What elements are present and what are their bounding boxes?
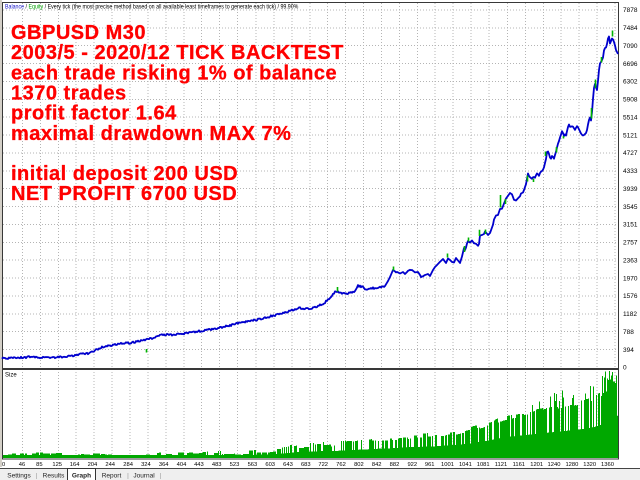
svg-text:762: 762 <box>336 462 346 468</box>
svg-text:364: 364 <box>159 462 169 468</box>
svg-text:1001: 1001 <box>441 462 454 468</box>
svg-text:563: 563 <box>248 462 258 468</box>
svg-text:Settings: Settings <box>7 472 31 479</box>
svg-text:164: 164 <box>70 462 80 468</box>
svg-text:5121: 5121 <box>623 132 638 139</box>
svg-text:1182: 1182 <box>623 311 637 318</box>
svg-text:1121: 1121 <box>495 462 507 468</box>
svg-text:1360: 1360 <box>601 462 614 468</box>
svg-text:922: 922 <box>407 462 417 468</box>
svg-text:Report: Report <box>102 472 122 479</box>
svg-text:Results: Results <box>43 472 65 479</box>
svg-text:404: 404 <box>177 462 187 468</box>
svg-text:394: 394 <box>623 347 634 354</box>
svg-text:|: | <box>160 472 162 479</box>
svg-text:3545: 3545 <box>623 204 638 211</box>
svg-text:961: 961 <box>425 462 435 468</box>
svg-text:Journal: Journal <box>133 472 155 479</box>
svg-text:|: | <box>127 472 129 479</box>
svg-text:7090: 7090 <box>623 43 638 50</box>
svg-text:4333: 4333 <box>623 168 638 175</box>
svg-text:85: 85 <box>36 462 42 468</box>
svg-text:4727: 4727 <box>623 150 638 157</box>
svg-text:324: 324 <box>141 462 151 468</box>
svg-text:802: 802 <box>354 462 364 468</box>
svg-text:NET PROFIT 6700 USD: NET PROFIT 6700 USD <box>11 183 237 205</box>
svg-text:1240: 1240 <box>548 462 561 468</box>
svg-text:1161: 1161 <box>513 462 525 468</box>
svg-text:284: 284 <box>123 462 133 468</box>
svg-text:882: 882 <box>390 462 400 468</box>
svg-text:204: 204 <box>88 462 98 468</box>
svg-text:1201: 1201 <box>530 462 543 468</box>
svg-text:722: 722 <box>318 462 328 468</box>
svg-text:7484: 7484 <box>623 25 638 32</box>
svg-text:GBPUSD M30: GBPUSD M30 <box>11 22 146 44</box>
svg-text:1081: 1081 <box>477 462 490 468</box>
svg-text:6302: 6302 <box>623 79 638 86</box>
svg-text:523: 523 <box>230 462 240 468</box>
svg-text:643: 643 <box>283 462 293 468</box>
svg-text:3151: 3151 <box>623 222 638 229</box>
svg-text:125: 125 <box>52 462 62 468</box>
svg-text:244: 244 <box>105 462 115 468</box>
svg-text:683: 683 <box>301 462 311 468</box>
svg-text:Balance / Equity / Every tick: Balance / Equity / Every tick (the most … <box>5 4 299 11</box>
svg-text:0: 0 <box>2 462 5 468</box>
svg-text:initial deposit 200 USD: initial deposit 200 USD <box>11 163 238 185</box>
svg-text:1370 trades: 1370 trades <box>11 82 127 104</box>
svg-text:6696: 6696 <box>623 61 638 68</box>
svg-text:maximal drawdown MAX 7%: maximal drawdown MAX 7% <box>11 123 291 145</box>
svg-text:2363: 2363 <box>623 257 638 264</box>
svg-text:|: | <box>36 472 38 479</box>
svg-text:each trade risking 1% of balan: each trade risking 1% of balance <box>11 62 337 84</box>
svg-text:7878: 7878 <box>623 7 638 14</box>
svg-text:1576: 1576 <box>623 293 638 300</box>
svg-text:1041: 1041 <box>459 462 472 468</box>
svg-text:Graph: Graph <box>72 472 91 479</box>
svg-text:2757: 2757 <box>623 240 638 247</box>
svg-text:1970: 1970 <box>623 275 638 282</box>
svg-text:483: 483 <box>212 462 222 468</box>
svg-text:1280: 1280 <box>565 462 578 468</box>
svg-text:Size: Size <box>5 373 17 379</box>
svg-text:603: 603 <box>265 462 275 468</box>
svg-text:788: 788 <box>623 329 634 336</box>
svg-text:2003/5 - 2020/12 TICK BACKTEST: 2003/5 - 2020/12 TICK BACKTEST <box>11 42 344 64</box>
svg-text:5908: 5908 <box>623 97 638 104</box>
svg-text:0: 0 <box>623 365 627 372</box>
svg-text:5514: 5514 <box>623 114 638 121</box>
svg-text:46: 46 <box>19 462 25 468</box>
svg-text:profit factor 1.64: profit factor 1.64 <box>11 103 177 125</box>
svg-text:3939: 3939 <box>623 186 638 193</box>
svg-text:443: 443 <box>194 462 204 468</box>
svg-text:842: 842 <box>372 462 382 468</box>
svg-text:1320: 1320 <box>583 462 596 468</box>
